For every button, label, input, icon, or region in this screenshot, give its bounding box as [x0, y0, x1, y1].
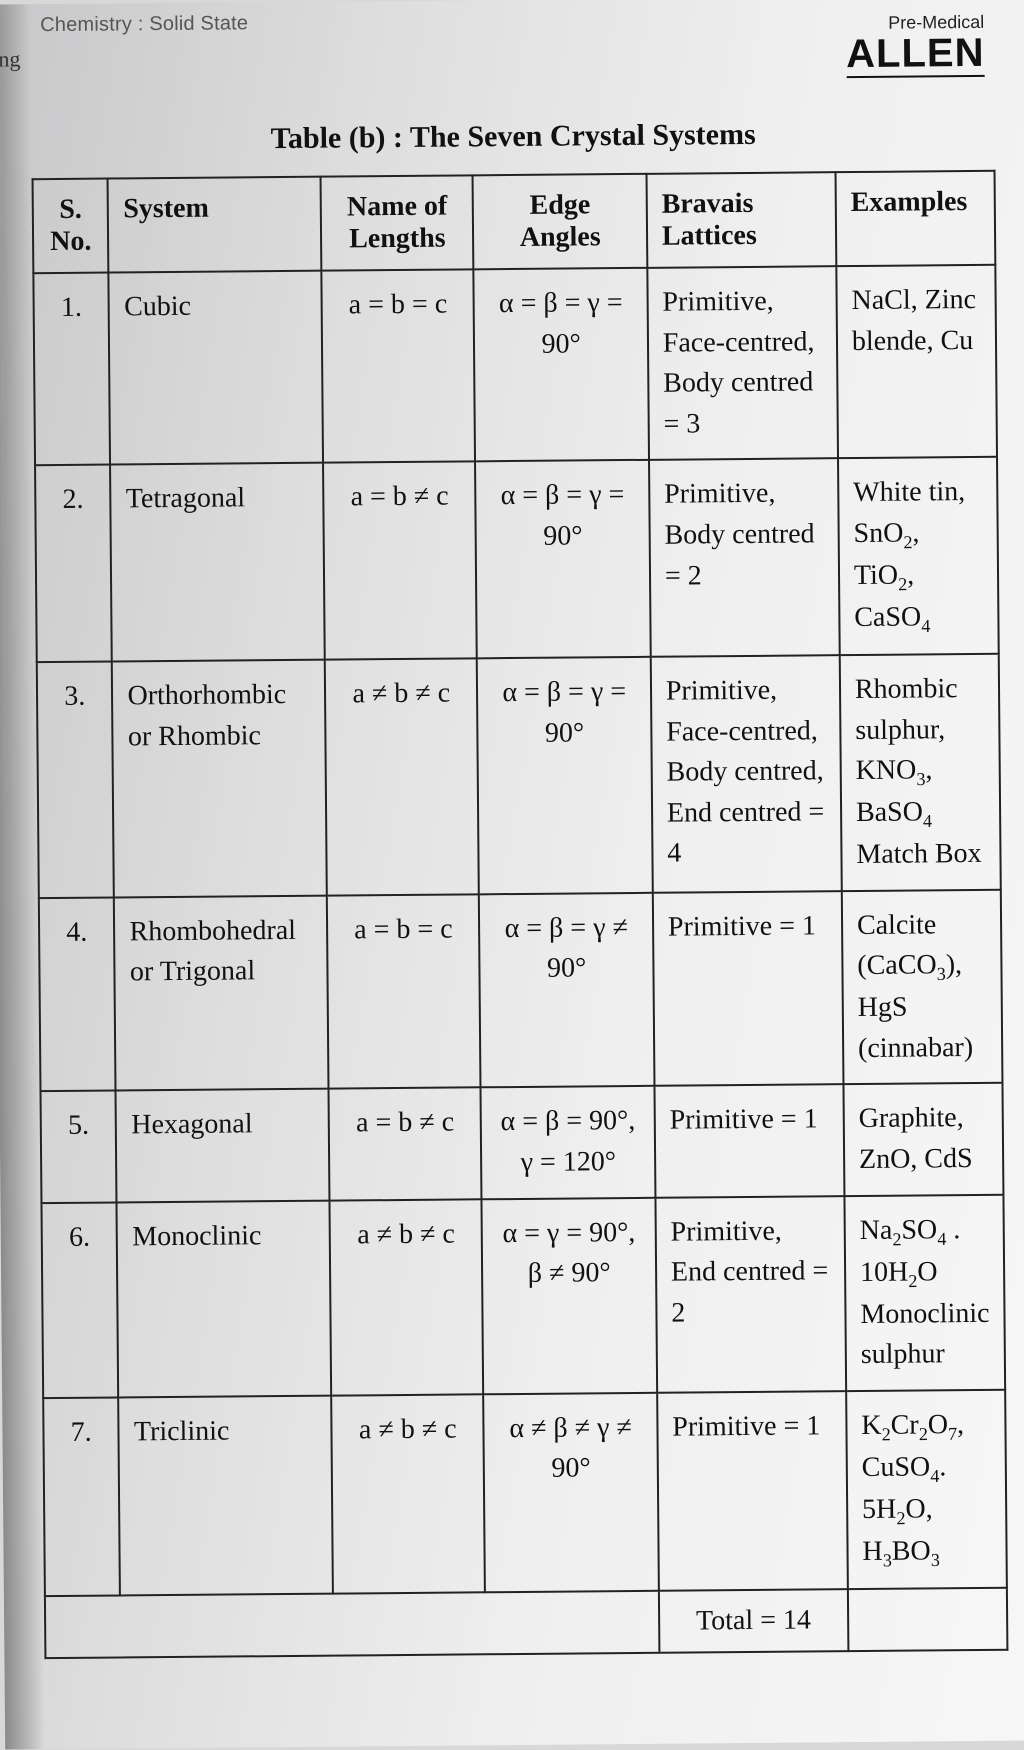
page: ng Chemistry : Solid State Pre-Medical A… [0, 0, 1024, 1749]
cell-bravais: Primitive,Face-centred,Body centred,End … [651, 655, 842, 892]
col-header-system: System [108, 177, 321, 273]
cell-system: Hexagonal [116, 1089, 330, 1202]
cell-bravais: Primitive,End centred = 2 [655, 1196, 846, 1393]
col-header-lengths: Name ofLengths [321, 175, 474, 270]
cell-bravais: Primitive = 1 [654, 1085, 844, 1198]
chapter-label: Chemistry : Solid State [40, 12, 249, 85]
table-row: 5.Hexagonala = b ≠ cα = β = 90°,γ = 120°… [41, 1083, 1004, 1203]
cell-sno: 2. [35, 465, 112, 662]
table-header-row: S.No. System Name ofLengths EdgeAngles B… [33, 171, 996, 273]
table-row: 2.Tetragonala = b ≠ cα = β = γ = 90°Prim… [35, 457, 999, 662]
page-header: Chemistry : Solid State Pre-Medical ALLE… [40, 6, 985, 85]
col-header-sno: S.No. [33, 179, 109, 274]
col-header-angles: EdgeAngles [473, 174, 647, 270]
cell-angles: α ≠ β ≠ γ ≠ 90° [484, 1393, 659, 1592]
brand-block: Pre-Medical ALLEN [846, 6, 985, 78]
total-empty [848, 1587, 1008, 1650]
cell-sno: 4. [39, 897, 116, 1091]
table-body: 1.Cubica = b = cα = β = γ = 90°Primitive… [33, 265, 1007, 1596]
cell-lengths: a ≠ b ≠ c [330, 1199, 484, 1395]
total-cell: Total = 14 [659, 1589, 849, 1653]
cell-examples: White tin,SnO2, TiO2, CaSO4 [838, 457, 999, 655]
cell-sno: 3. [37, 661, 115, 897]
cell-system: Cubic [109, 271, 323, 465]
cell-lengths: a = b ≠ c [323, 462, 477, 660]
cell-bravais: Primitive,Body centred = 2 [649, 459, 840, 657]
cell-sno: 5. [41, 1091, 117, 1203]
table-row: 6.Monoclinica ≠ b ≠ cα = γ = 90°,β ≠ 90°… [41, 1194, 1005, 1398]
cell-lengths: a ≠ b ≠ c [325, 658, 479, 895]
cell-lengths: a = b ≠ c [329, 1088, 482, 1201]
cell-system: Tetragonal [111, 463, 325, 661]
table-row: 7.Triclinica ≠ b ≠ cα ≠ β ≠ γ ≠ 90°Primi… [43, 1390, 1007, 1596]
cell-system: Orthorhombicor Rhombic [112, 660, 327, 898]
total-spacer [45, 1590, 659, 1657]
cell-examples: Calcite (CaCO3),HgS (cinnabar) [842, 889, 1003, 1084]
cell-bravais: Primitive = 1 [657, 1391, 848, 1591]
crystal-systems-table: S.No. System Name ofLengths EdgeAngles B… [32, 170, 1009, 1659]
table-row: 4.Rhombohedralor Trigonala = b = cα = β … [39, 889, 1003, 1091]
cell-angles: α = β = γ = 90° [474, 268, 649, 462]
cell-sno: 1. [33, 273, 110, 466]
table-row: 1.Cubica = b = cα = β = γ = 90°Primitive… [33, 265, 997, 466]
partial-text-ng: ng [0, 46, 21, 72]
total-row: Total = 14 [45, 1587, 1008, 1657]
cell-angles: α = β = 90°,γ = 120° [481, 1086, 655, 1199]
cell-system: Rhombohedralor Trigonal [114, 895, 328, 1091]
cell-lengths: a = b = c [321, 269, 475, 463]
table-row: 3.Orthorhombicor Rhombica ≠ b ≠ cα = β =… [37, 654, 1001, 898]
cell-examples: K2Cr2O7, CuSO4.5H2O, H3BO3 [846, 1390, 1007, 1589]
cell-system: Monoclinic [117, 1200, 331, 1397]
allen-logo-text: ALLEN [846, 33, 985, 78]
col-header-bravais: BravaisLattices [646, 172, 836, 268]
cell-sno: 6. [41, 1202, 118, 1398]
cell-angles: α = β = γ ≠ 90° [479, 892, 654, 1087]
cell-bravais: Primitive = 1 [653, 891, 844, 1086]
col-header-examples: Examples [835, 171, 995, 266]
table-caption: Table (b) : The Seven Crystal Systems [31, 116, 995, 158]
cell-examples: NaCl, Zinc blende, Cu [836, 265, 997, 459]
cell-examples: Na2SO4 . 10H2OMonoclinic sulphur [844, 1194, 1005, 1391]
cell-lengths: a ≠ b ≠ c [331, 1394, 485, 1593]
cell-system: Triclinic [119, 1395, 333, 1595]
cell-sno: 7. [43, 1397, 120, 1596]
cell-lengths: a = b = c [327, 894, 481, 1089]
cell-examples: Graphite, ZnO, CdS [843, 1083, 1003, 1196]
cell-bravais: Primitive,Face-centred,Body centred = 3 [647, 266, 838, 460]
cell-angles: α = β = γ = 90° [477, 657, 652, 894]
cell-examples: Rhombic sulphur,KNO3, BaSO4Match Box [840, 654, 1001, 891]
cell-angles: α = β = γ = 90° [476, 460, 651, 658]
cell-angles: α = γ = 90°,β ≠ 90° [482, 1197, 657, 1394]
